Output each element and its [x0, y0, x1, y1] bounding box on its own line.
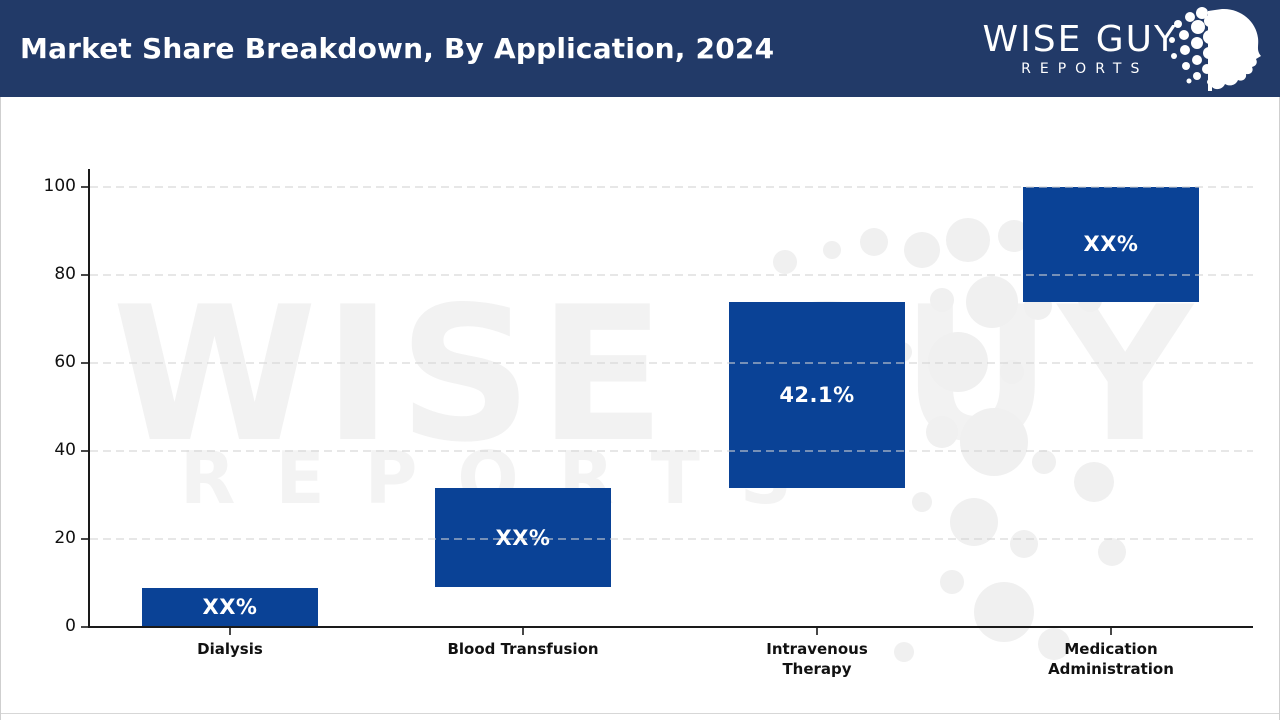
x-tick-label-blood-transfusion: Blood Transfusion [447, 640, 599, 658]
bottom-divider [0, 713, 1280, 714]
bar-intravenous-therapy: 42.1% [729, 301, 905, 488]
bar-blood-transfusion: XX% [435, 487, 611, 588]
logo-primary-text: WISE GUY [982, 19, 1178, 61]
y-tick-label: 0 [65, 616, 76, 636]
wise-guy-face-icon [1169, 7, 1261, 92]
bar-medication-administration: XX% [1023, 187, 1199, 302]
bar-value-label: XX% [1083, 232, 1139, 257]
y-tick-label: 100 [43, 176, 76, 196]
bar-value-label: XX% [202, 595, 258, 620]
bar-value-label: 42.1% [779, 382, 855, 407]
y-tick-label: 80 [54, 264, 76, 284]
bar-value-label: XX% [495, 525, 551, 550]
x-tick-label-intravenous-therapy: Intravenous Therapy [766, 640, 868, 679]
x-tick-label-medication-administration: Medication Administration [1048, 640, 1174, 679]
y-tick-label: 20 [54, 528, 76, 548]
logo-text: WISE GUY REPORTS [983, 21, 1179, 77]
logo-secondary-text: REPORTS [1021, 60, 1149, 77]
bar-dialysis: XX% [142, 587, 318, 627]
y-tick-label: 60 [54, 352, 76, 372]
header-banner: Market Share Breakdown, By Application, … [0, 0, 1280, 97]
left-border [0, 97, 1, 720]
x-tick-label-dialysis: Dialysis [197, 640, 263, 658]
page-title: Market Share Breakdown, By Application, … [20, 32, 775, 65]
wise-guy-logo: WISE GUY REPORTS [983, 5, 1269, 93]
y-tick-label: 40 [54, 440, 76, 460]
